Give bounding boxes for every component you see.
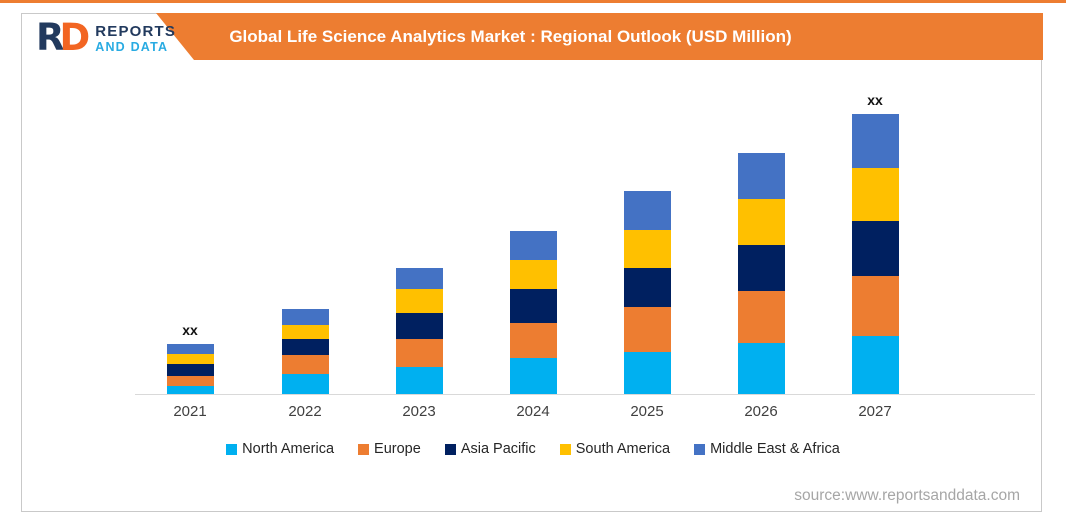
reports-and-data-logo: RD REPORTS AND DATA (36, 19, 176, 56)
bar-segment-europe (281, 355, 329, 374)
bar-segment-europe (737, 291, 785, 343)
bar-segment-asia-pacific (737, 245, 785, 291)
legend-item-asia-pacific: Asia Pacific (444, 441, 536, 457)
legend-label-south-america: South America (575, 441, 671, 457)
legend-label-north-america: North America (242, 441, 335, 457)
legend-swatch-middle-east-africa (694, 443, 706, 455)
bar-segment-south-america (395, 289, 443, 313)
x-axis-label-2021: 2021 (173, 403, 207, 420)
top-accent-strip (0, 0, 1066, 3)
source-attribution: source:www.reportsanddata.com (794, 487, 1020, 504)
bar-segment-europe (509, 323, 557, 358)
legend-swatch-europe (358, 443, 370, 455)
bar-segment-middle-east-africa (395, 268, 443, 289)
bar-segment-south-america (281, 325, 329, 339)
bar-segment-north-america (851, 336, 899, 394)
legend-swatch-south-america (559, 443, 571, 455)
x-axis-label-2023: 2023 (402, 403, 436, 420)
legend-swatch-north-america (226, 443, 238, 455)
logo-text-and-data: AND DATA (95, 39, 169, 54)
logo-mark-icon: RD (36, 19, 90, 56)
x-axis-label-2022: 2022 (288, 403, 322, 420)
bar-segment-south-america (509, 260, 557, 289)
bar-segment-south-america (166, 354, 214, 364)
bar-segment-asia-pacific (851, 221, 899, 276)
x-axis-label-2027: 2027 (858, 403, 892, 420)
bar-segment-south-america (851, 168, 899, 221)
bar-2025 (623, 191, 671, 394)
bar-segment-north-america (623, 352, 671, 394)
legend-swatch-asia-pacific (444, 443, 456, 455)
bar-segment-north-america (395, 367, 443, 394)
bar-segment-south-america (623, 230, 671, 268)
bar-value-label-2027: xx (867, 92, 883, 108)
bar-segment-north-america (737, 343, 785, 394)
bar-segment-asia-pacific (623, 268, 671, 307)
chart-title: Global Life Science Analytics Market : R… (229, 27, 792, 46)
bar-segment-europe (166, 376, 214, 386)
legend-label-asia-pacific: Asia Pacific (460, 441, 536, 457)
bar-segment-asia-pacific (281, 339, 329, 355)
bar-segment-middle-east-africa (509, 231, 557, 260)
bar-segment-middle-east-africa (851, 114, 899, 168)
legend-item-middle-east-africa: Middle East & Africa (694, 441, 840, 457)
bar-segment-asia-pacific (166, 364, 214, 376)
bar-2027 (851, 114, 899, 394)
title-banner: Global Life Science Analytics Market : R… (156, 13, 1043, 60)
bar-value-label-2021: xx (182, 322, 198, 338)
x-axis-label-2026: 2026 (744, 403, 778, 420)
legend-label-middle-east-africa: Middle East & Africa (710, 441, 840, 457)
legend: North America Europe Asia Pacific South Ame… (0, 441, 1066, 457)
bar-2024 (509, 231, 557, 394)
bar-2023 (395, 268, 443, 394)
logo-text-reports: REPORTS (95, 22, 177, 40)
legend-label-europe: Europe (374, 441, 421, 457)
x-axis-label-2025: 2025 (630, 403, 664, 420)
bar-2021 (166, 344, 214, 394)
bar-segment-middle-east-africa (166, 344, 214, 354)
logo-wordmark: REPORTS AND DATA (95, 23, 176, 54)
bar-2026 (737, 153, 785, 394)
bar-segment-middle-east-africa (623, 191, 671, 230)
logo-letter-d: D (59, 16, 91, 59)
bar-segment-north-america (281, 374, 329, 394)
bar-segment-europe (623, 307, 671, 352)
bar-segment-north-america (509, 358, 557, 394)
legend-item-europe: Europe (358, 441, 421, 457)
bar-segment-middle-east-africa (737, 153, 785, 199)
bar-segment-asia-pacific (395, 313, 443, 339)
bar-segment-south-america (737, 199, 785, 245)
bar-segment-middle-east-africa (281, 309, 329, 325)
bar-2022 (281, 309, 329, 394)
x-axis-label-2024: 2024 (516, 403, 550, 420)
legend-item-north-america: North America (226, 441, 334, 457)
bar-segment-europe (851, 276, 899, 336)
x-axis-line (135, 394, 1035, 395)
bar-segment-europe (395, 339, 443, 367)
legend-item-south-america: South America (559, 441, 671, 457)
bar-segment-north-america (166, 386, 214, 394)
bar-segment-asia-pacific (509, 289, 557, 323)
